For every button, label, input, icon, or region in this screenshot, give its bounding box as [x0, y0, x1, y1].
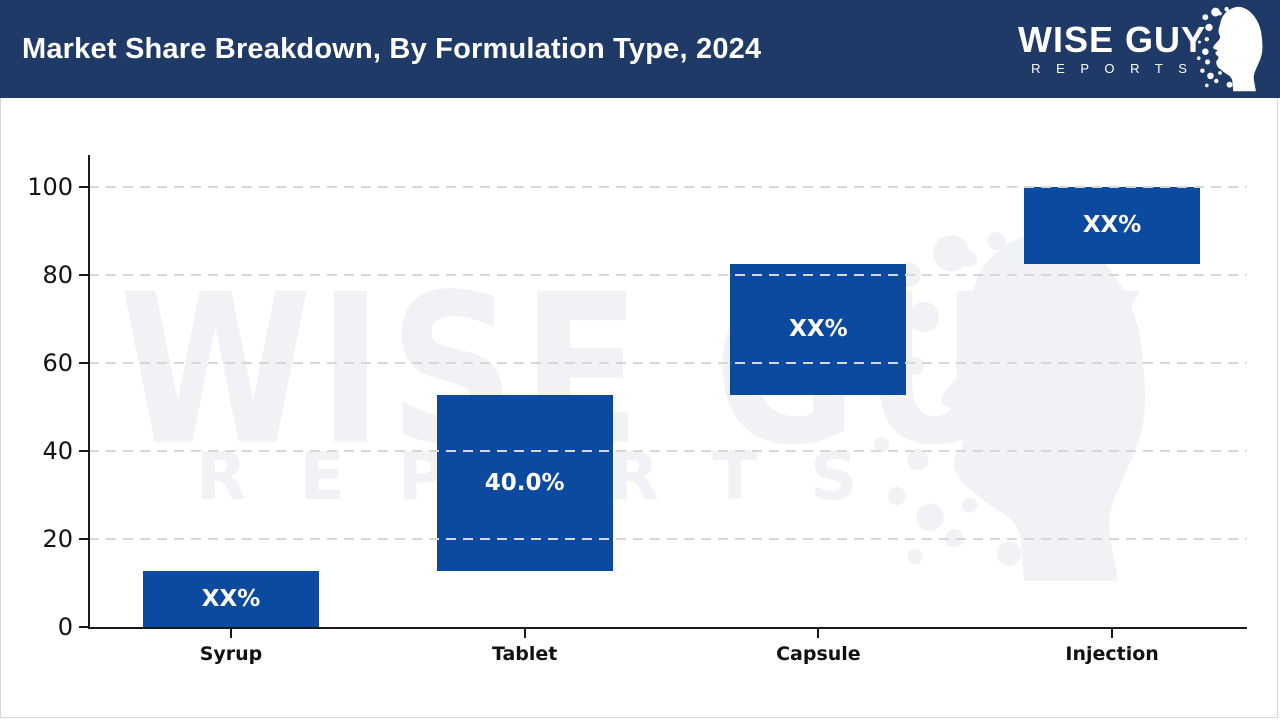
y-tick-label: 40: [42, 437, 73, 465]
brand-subname: R E P O R T S: [1031, 60, 1193, 76]
x-tick-label: Syrup: [199, 643, 263, 665]
chart-title: Market Share Breakdown, By Formulation T…: [22, 32, 762, 65]
bar-value-label: XX%: [201, 586, 261, 613]
bar-value-label: XX%: [789, 316, 848, 343]
brand-logo: WISE GUY R E P O R T S: [1018, 4, 1270, 92]
y-tick-label: 20: [42, 525, 73, 553]
x-tick-label: Tablet: [491, 643, 558, 665]
y-tick-label: 80: [42, 261, 73, 289]
brand-name: WISE GUY: [1017, 18, 1206, 60]
y-tick-label: 100: [27, 173, 73, 201]
x-axis-line: [88, 627, 1247, 629]
header-band: Market Share Breakdown, By Formulation T…: [0, 0, 1280, 98]
y-axis-line: [88, 155, 90, 629]
bar: XX%: [730, 263, 907, 396]
plot: 0 20 40 60 80 100 XX% Syrup 40.0% Tablet XX% Capsul…: [1, 98, 1277, 717]
x-tick: [523, 629, 526, 638]
gridline: [89, 362, 1247, 364]
gridline: [89, 450, 1247, 452]
bar-value-label: 40.0%: [484, 470, 565, 497]
x-tick-label: Capsule: [776, 643, 861, 665]
y-tick-label: 60: [42, 349, 73, 377]
chart-area: WISE GUY R E P O R T S 020406080100XX%Sy…: [0, 98, 1278, 718]
y-tick: [79, 450, 88, 452]
x-tick: [817, 629, 820, 638]
bar: XX%: [1024, 187, 1201, 264]
gridline: [89, 274, 1247, 276]
x-tick: [230, 629, 232, 638]
gridline: [89, 186, 1247, 188]
y-tick: [79, 538, 88, 540]
y-tick: [79, 626, 88, 628]
gridline: [89, 538, 1247, 540]
x-tick-label: Injection: [1065, 643, 1159, 665]
x-tick: [1111, 629, 1114, 638]
y-tick: [79, 186, 88, 188]
y-tick: [79, 362, 88, 364]
brand-logo-text: WISE GUY R E P O R T S: [1017, 18, 1206, 76]
y-tick-label: 0: [57, 613, 73, 641]
y-tick: [79, 274, 88, 276]
brand-face-icon: [1196, 6, 1263, 92]
bar-value-label: XX%: [1082, 212, 1142, 239]
bar: XX%: [143, 571, 319, 627]
bar: 40.0%: [436, 395, 613, 572]
